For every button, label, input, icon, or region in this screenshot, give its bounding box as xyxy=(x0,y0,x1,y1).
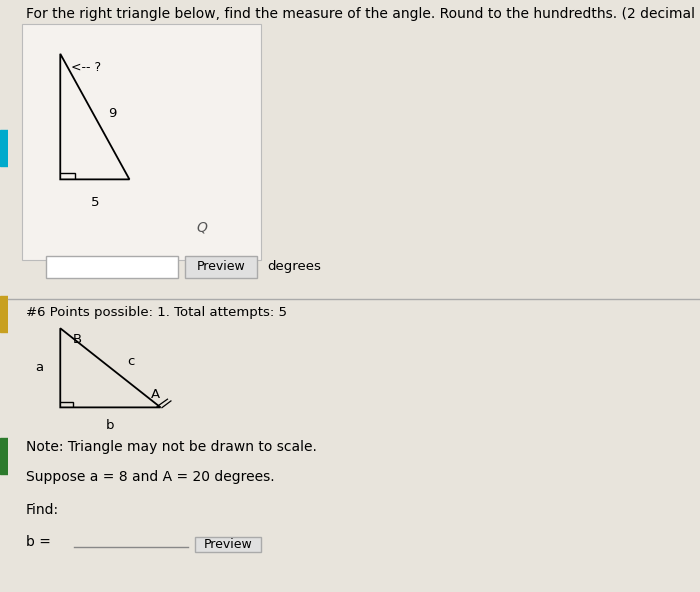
Text: b: b xyxy=(106,419,115,432)
Text: 9: 9 xyxy=(108,107,116,120)
Text: A: A xyxy=(150,388,160,401)
Text: For the right triangle below, find the measure of the angle. Round to the hundre: For the right triangle below, find the m… xyxy=(26,8,700,21)
Text: Preview: Preview xyxy=(197,260,246,274)
Text: Suppose a = 8 and A = 20 degrees.: Suppose a = 8 and A = 20 degrees. xyxy=(26,471,274,484)
Bar xyxy=(0,130,8,166)
Bar xyxy=(0,296,8,332)
Text: b =: b = xyxy=(26,535,50,549)
Text: a: a xyxy=(36,361,43,374)
Text: <-- ?: <-- ? xyxy=(71,62,101,74)
FancyBboxPatch shape xyxy=(22,24,261,260)
FancyBboxPatch shape xyxy=(46,256,178,278)
Text: degrees: degrees xyxy=(267,260,321,273)
Bar xyxy=(0,438,8,474)
Text: B: B xyxy=(73,333,82,346)
FancyBboxPatch shape xyxy=(195,537,261,552)
Text: c: c xyxy=(127,355,135,368)
FancyBboxPatch shape xyxy=(185,256,258,278)
Text: Find:: Find: xyxy=(26,503,59,517)
Text: #6 Points possible: 1. Total attempts: 5: #6 Points possible: 1. Total attempts: 5 xyxy=(26,306,287,319)
Text: Note: Triangle may not be drawn to scale.: Note: Triangle may not be drawn to scale… xyxy=(26,440,316,453)
Text: 5: 5 xyxy=(90,196,99,209)
Text: Q: Q xyxy=(197,220,207,234)
Text: Preview: Preview xyxy=(204,538,253,551)
